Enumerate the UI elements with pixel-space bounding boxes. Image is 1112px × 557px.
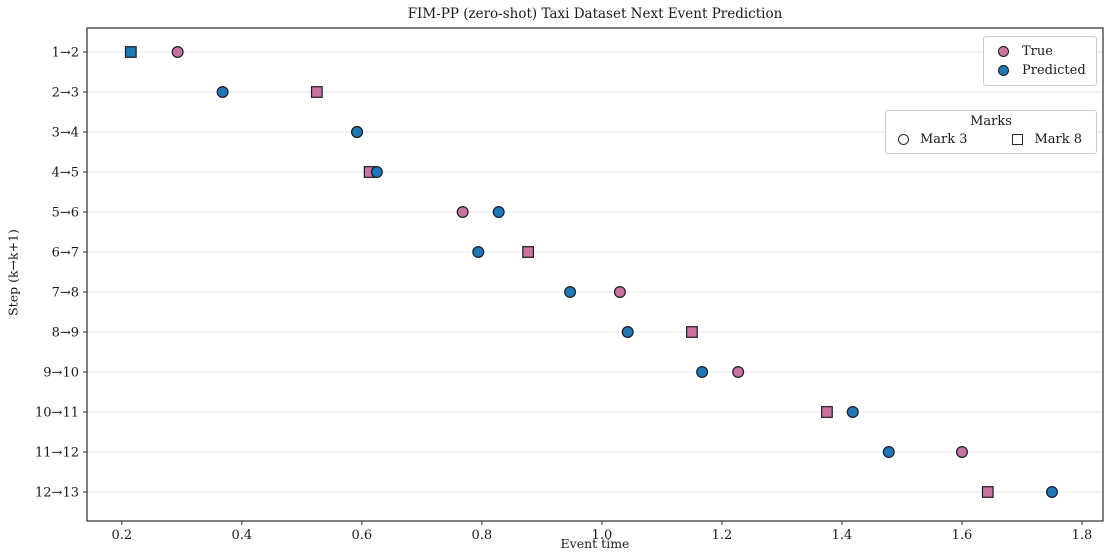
open-square-icon bbox=[1012, 134, 1024, 145]
x-tick-label: 1.8 bbox=[1072, 528, 1093, 543]
x-tick-label: 0.6 bbox=[352, 528, 373, 543]
x-tick-label: 1.6 bbox=[952, 528, 973, 543]
marker-true bbox=[955, 446, 968, 459]
legend-true-label: True bbox=[1022, 44, 1053, 59]
marker-true bbox=[310, 86, 323, 98]
x-tick-label: 0.8 bbox=[472, 528, 493, 543]
marker-predicted bbox=[882, 446, 895, 459]
y-tick-label: 9→10 bbox=[43, 366, 79, 381]
marker-predicted bbox=[124, 46, 137, 58]
y-tick-label: 2→3 bbox=[52, 86, 79, 101]
marker-predicted bbox=[216, 85, 229, 98]
mark8-label: Mark 8 bbox=[1034, 132, 1082, 147]
y-axis-label: Step (k→k+1) bbox=[5, 229, 21, 316]
x-tick-label: 0.2 bbox=[111, 528, 132, 543]
marker-predicted bbox=[370, 166, 383, 179]
x-tick-label: 1.2 bbox=[712, 528, 733, 543]
series-legend: True Predicted bbox=[983, 36, 1097, 86]
x-tick-label: 1.4 bbox=[832, 528, 853, 543]
true-marker-icon bbox=[998, 46, 1009, 57]
mark3-label: Mark 3 bbox=[920, 132, 968, 147]
y-tick-label: 6→7 bbox=[52, 246, 79, 261]
marker-true bbox=[456, 206, 469, 219]
marker-true bbox=[981, 486, 994, 498]
marks-legend-entries: Mark 3 Mark 8 bbox=[886, 132, 1096, 147]
marker-predicted bbox=[492, 206, 505, 219]
y-tick-label: 5→6 bbox=[52, 206, 79, 221]
marker-predicted bbox=[472, 246, 485, 259]
legend-entry-predicted: Predicted bbox=[993, 61, 1086, 80]
x-axis-label: Event time bbox=[560, 536, 630, 551]
marker-true bbox=[821, 406, 833, 418]
marker-true bbox=[613, 286, 626, 299]
chart-title: FIM-PP (zero-shot) Taxi Dataset Next Eve… bbox=[407, 6, 783, 22]
predicted-marker-icon bbox=[998, 65, 1009, 76]
y-tick-label: 12→13 bbox=[35, 486, 79, 501]
x-tick-label: 1.0 bbox=[592, 528, 613, 543]
plot-border bbox=[86, 27, 1104, 522]
marks-legend: Marks Mark 3 Mark 8 bbox=[885, 110, 1097, 154]
x-tick-label: 0.4 bbox=[231, 528, 252, 543]
marks-legend-title: Marks bbox=[970, 114, 1012, 129]
marker-true bbox=[732, 366, 745, 379]
legend-predicted-label: Predicted bbox=[1022, 63, 1086, 78]
y-tick-label: 10→11 bbox=[35, 406, 79, 421]
legend-entry-true: True bbox=[993, 42, 1086, 61]
marker-predicted bbox=[564, 286, 577, 299]
marker-true bbox=[522, 246, 534, 258]
marker-true bbox=[171, 45, 184, 58]
y-tick-label: 1→2 bbox=[52, 46, 79, 61]
marker-predicted bbox=[696, 366, 709, 379]
marker-predicted bbox=[621, 326, 634, 339]
open-circle-icon bbox=[898, 134, 909, 145]
y-tick-label: 8→9 bbox=[52, 326, 79, 341]
marker-predicted bbox=[846, 406, 859, 419]
y-tick-label: 4→5 bbox=[52, 166, 79, 181]
marker-true bbox=[686, 326, 698, 338]
y-tick-label: 7→8 bbox=[52, 286, 79, 301]
legend-entry-mark3: Mark 3 bbox=[898, 132, 968, 147]
y-tick-label: 11→12 bbox=[35, 446, 79, 461]
legend-entry-mark8: Mark 8 bbox=[1012, 132, 1082, 147]
marker-predicted bbox=[351, 125, 364, 138]
y-tick-label: 3→4 bbox=[52, 126, 79, 141]
marker-predicted bbox=[1045, 486, 1058, 499]
